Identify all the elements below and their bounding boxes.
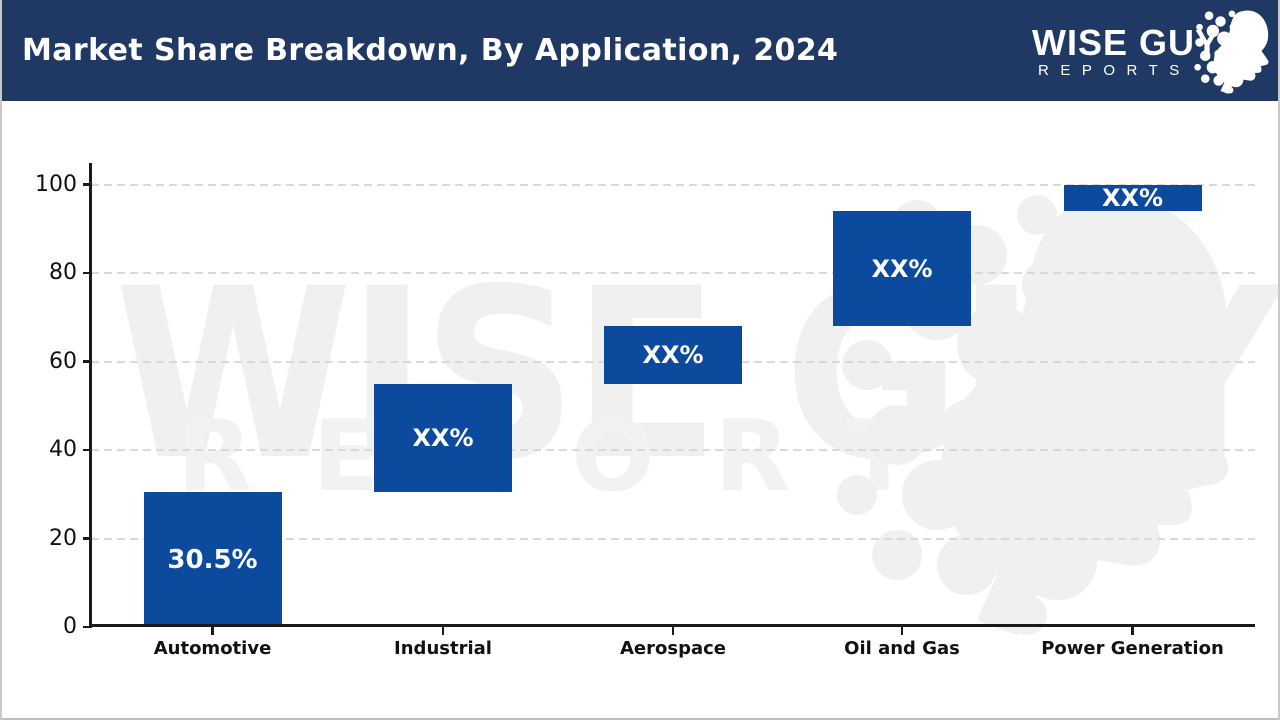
- x-tick-2: [671, 627, 675, 635]
- y-tick-label-80: 80: [49, 260, 77, 285]
- y-tick-label-0: 0: [63, 614, 77, 639]
- brand-logo-head-icon: [1194, 10, 1269, 94]
- bar-value-label: XX%: [1101, 183, 1164, 212]
- y-tick-40: [83, 448, 91, 452]
- y-tick-60: [83, 360, 91, 363]
- x-tick-3: [900, 627, 904, 635]
- y-tick-label-60: 60: [49, 348, 77, 374]
- gridline-100: [91, 183, 1255, 186]
- x-tick-1: [441, 627, 445, 635]
- y-tick-80: [83, 271, 91, 275]
- y-tick-0: [83, 625, 91, 629]
- header-bar: Market Share Breakdown, By Application, …: [2, 0, 1278, 101]
- y-tick-label-40: 40: [49, 437, 77, 462]
- bar-value-label: XX%: [871, 254, 933, 283]
- y-tick-100: [83, 183, 91, 186]
- x-category-label-3: Oil and Gas: [844, 638, 960, 659]
- x-tick-0: [211, 627, 214, 635]
- gridline-20: [91, 537, 1255, 540]
- bar-aerospace: XX%: [604, 326, 742, 384]
- y-tick-label-20: 20: [49, 525, 77, 551]
- x-axis-spine: [89, 624, 1255, 627]
- bar-automotive: 30.5%: [143, 492, 282, 627]
- bar-industrial: XX%: [374, 383, 512, 493]
- brand-logo-secondary-text: REPORTS: [1038, 62, 1191, 79]
- bar-power-generation: XX%: [1063, 183, 1202, 212]
- x-category-label-1: Industrial: [394, 638, 492, 659]
- y-axis-spine: [89, 163, 92, 628]
- bar-oil-and-gas: XX%: [833, 211, 971, 327]
- x-category-label-0: Automotive: [153, 638, 272, 659]
- brand-logo-primary-text: WISE GUY: [1032, 22, 1221, 63]
- bar-value-label: 30.5%: [167, 544, 258, 575]
- gridline-80: [91, 272, 1255, 274]
- gridline-40: [91, 449, 1255, 451]
- x-tick-4: [1131, 627, 1134, 635]
- page-title: Market Share Breakdown, By Application, …: [22, 33, 839, 68]
- brand-logo: WISE GUY REPORTS: [1022, 0, 1272, 101]
- bar-value-label: XX%: [642, 340, 704, 369]
- bar-value-label: XX%: [412, 423, 474, 452]
- x-category-label-4: Power Generation: [1041, 638, 1224, 659]
- y-tick-20: [83, 537, 91, 540]
- x-category-label-2: Aerospace: [619, 638, 726, 659]
- y-tick-label-100: 100: [35, 171, 77, 197]
